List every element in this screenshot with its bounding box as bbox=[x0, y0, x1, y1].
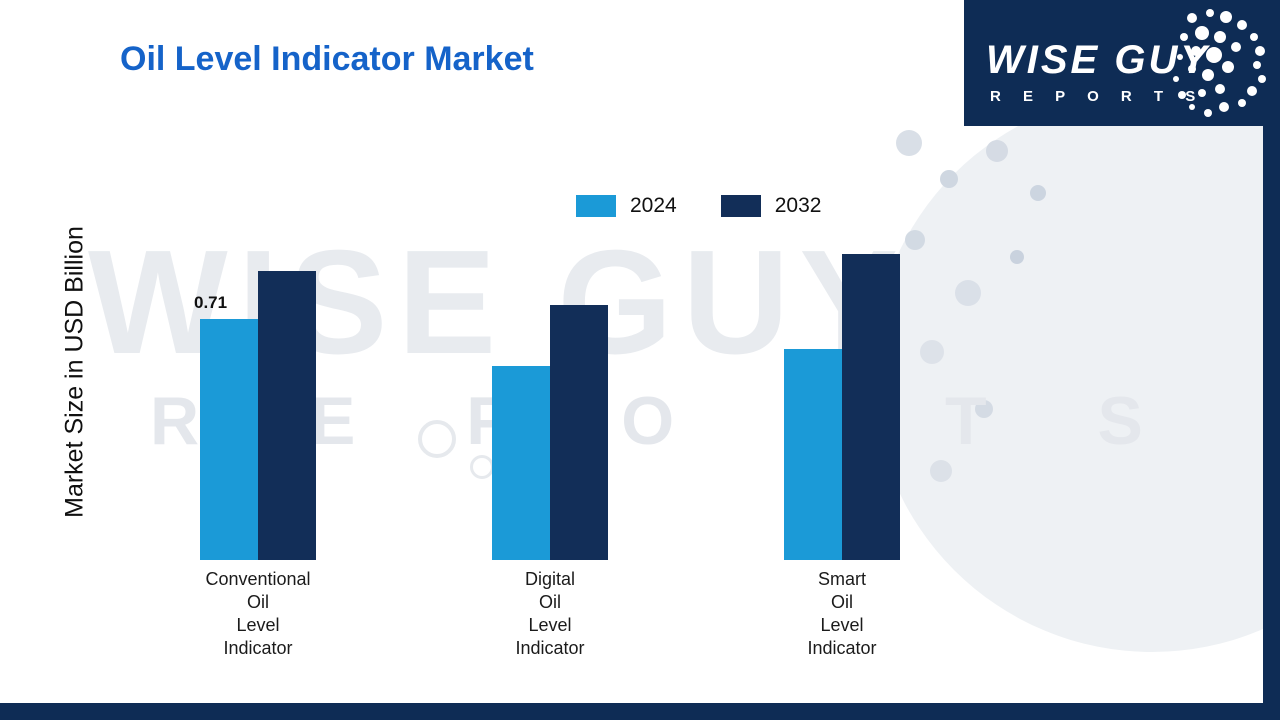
category-label: Conventional Oil Level Indicator bbox=[205, 569, 311, 658]
bar-2032 bbox=[550, 305, 608, 560]
watermark-dot bbox=[896, 130, 922, 156]
bar-2032 bbox=[842, 254, 900, 560]
bar-group: Smart Oil Level Indicator bbox=[784, 254, 900, 658]
watermark-dot bbox=[940, 170, 958, 188]
bar-2024 bbox=[492, 366, 550, 560]
bar-2024 bbox=[784, 349, 842, 560]
chart-legend: 2024 2032 bbox=[576, 194, 821, 218]
brand-logo: WISE GUY R E P O R T S bbox=[964, 0, 1280, 126]
watermark-dot bbox=[955, 280, 981, 306]
legend-label: 2024 bbox=[630, 194, 677, 217]
bottom-edge-bar bbox=[0, 703, 1280, 720]
watermark-dot bbox=[975, 400, 993, 418]
legend-swatch bbox=[720, 195, 761, 217]
watermark-dot bbox=[986, 140, 1008, 162]
legend-label: 2032 bbox=[774, 194, 822, 217]
bar-chart: 0.71 Conventional Oil Level Indicator Digital… bbox=[150, 220, 950, 658]
bar-group: Digital Oil Level Indicator bbox=[492, 305, 608, 658]
brand-name: WISE GUY bbox=[986, 38, 1211, 82]
category-label: Digital Oil Level Indicator bbox=[515, 569, 585, 658]
watermark-dot bbox=[1010, 250, 1024, 264]
bar-2032 bbox=[258, 271, 316, 560]
bar-pair: 0.71 bbox=[194, 271, 316, 560]
bar-group: 0.71 Conventional Oil Level Indicator bbox=[194, 271, 316, 658]
watermark-dot bbox=[1030, 185, 1046, 201]
bar-value-label: 0.71 bbox=[194, 293, 228, 312]
bar-pair bbox=[784, 254, 900, 560]
bar-pair bbox=[492, 305, 608, 560]
page-title: Oil Level Indicator Market bbox=[120, 40, 534, 78]
category-label: Smart Oil Level Indicator bbox=[807, 569, 877, 658]
y-axis-label: Market Size in USD Billion bbox=[60, 226, 89, 518]
legend-item-2032: 2032 bbox=[720, 194, 822, 218]
bar-2024: 0.71 bbox=[194, 293, 258, 560]
brand-face-icon bbox=[1173, 9, 1266, 117]
legend-swatch bbox=[576, 195, 616, 217]
legend-item-2024: 2024 bbox=[576, 194, 677, 218]
